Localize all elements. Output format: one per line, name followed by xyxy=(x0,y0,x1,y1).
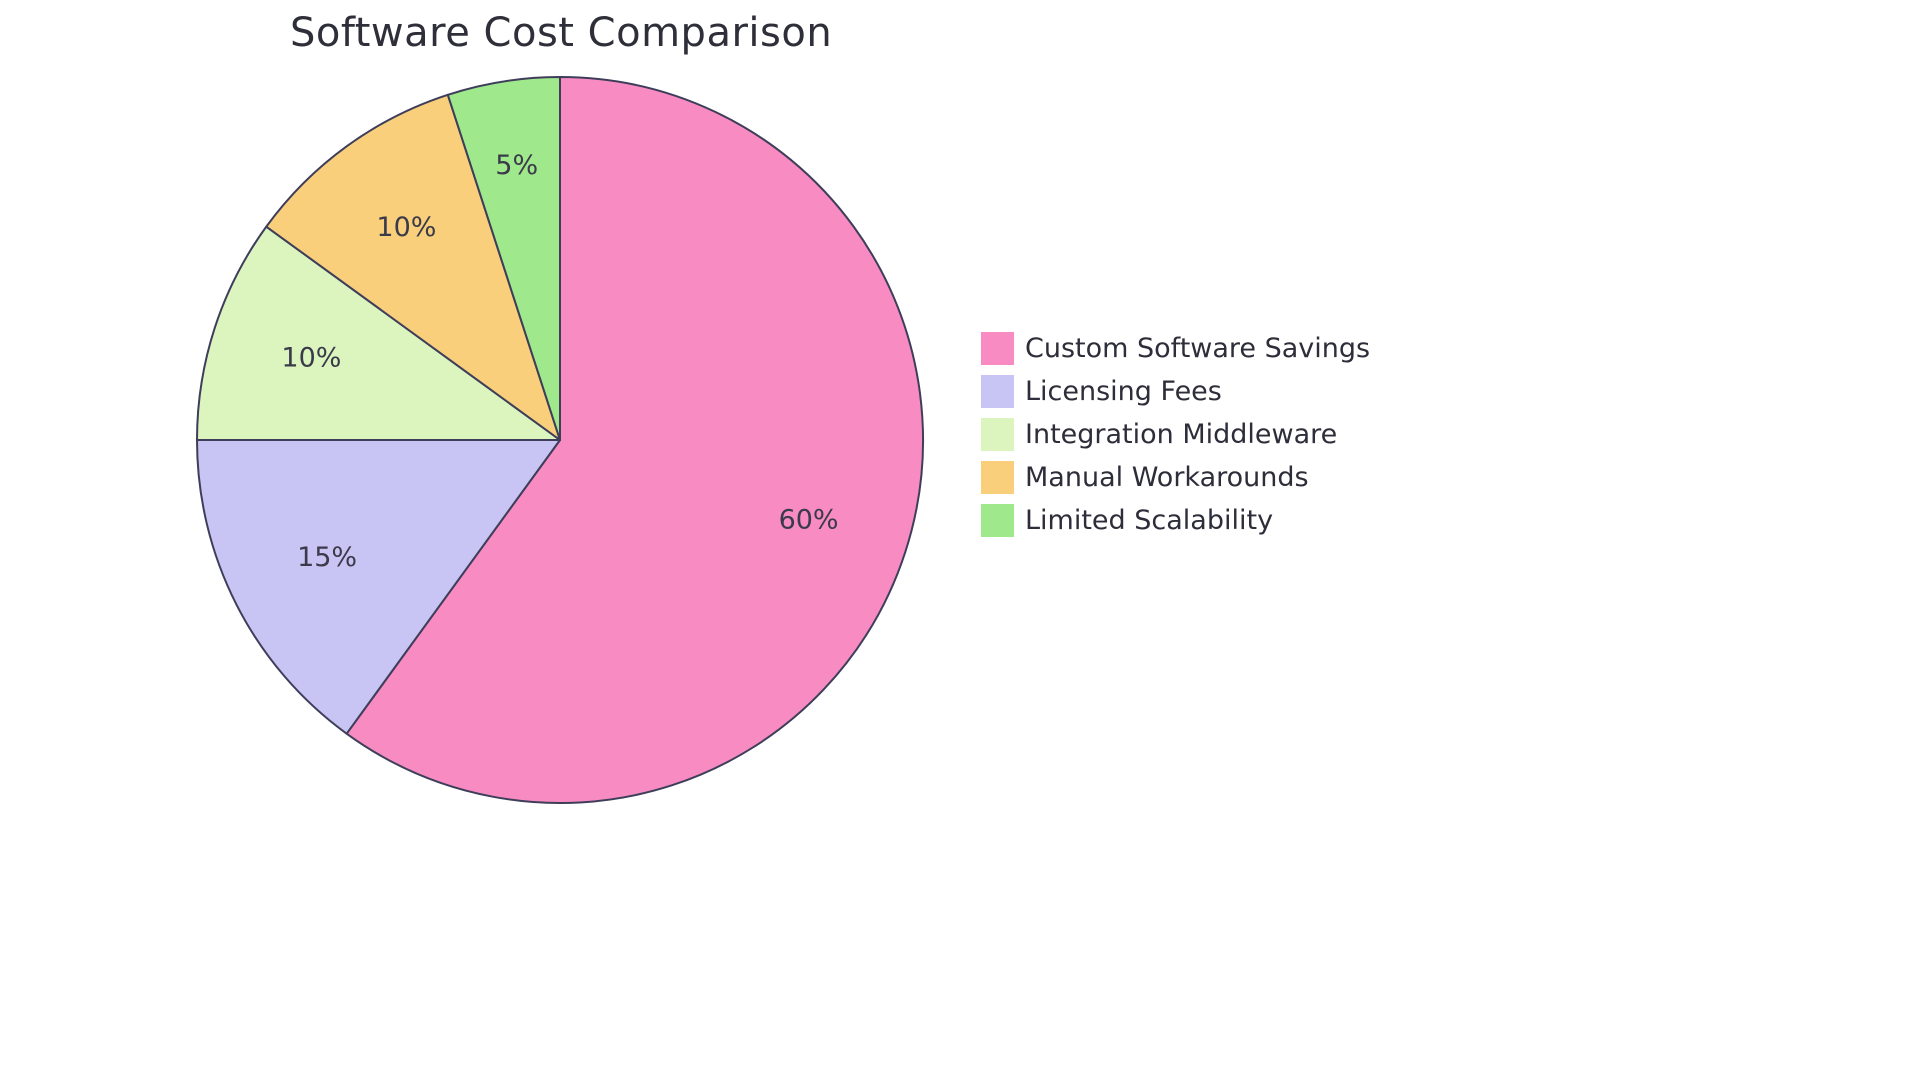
chart-legend: Custom Software Savings Licensing Fees Int… xyxy=(981,332,1370,537)
legend-swatch xyxy=(981,375,1014,408)
legend-label: Limited Scalability xyxy=(1025,505,1274,536)
legend-swatch xyxy=(981,461,1014,494)
legend-swatch xyxy=(981,332,1014,365)
pie-slice-label-2: 15% xyxy=(297,542,357,573)
pie-slice-label-1: 60% xyxy=(779,504,839,535)
legend-item: Integration Middleware xyxy=(981,418,1370,451)
pie-slice-1 xyxy=(345,76,924,804)
legend-item: Limited Scalability xyxy=(981,504,1370,537)
legend-label: Integration Middleware xyxy=(1025,419,1338,450)
pie-slice-5 xyxy=(446,76,561,441)
legend-item: Custom Software Savings xyxy=(981,332,1370,365)
legend-swatch xyxy=(981,504,1014,537)
legend-item: Licensing Fees xyxy=(981,375,1370,408)
legend-item: Manual Workarounds xyxy=(981,461,1370,494)
legend-label: Manual Workarounds xyxy=(1025,462,1309,493)
pie-slice-label-4: 10% xyxy=(376,212,436,243)
pie-slice-3 xyxy=(196,225,561,441)
pie-slice-label-3: 10% xyxy=(281,343,341,374)
legend-label: Custom Software Savings xyxy=(1025,333,1371,364)
legend-label: Licensing Fees xyxy=(1025,376,1222,407)
pie-slice-label-5: 5% xyxy=(495,150,538,181)
pie-slice-2 xyxy=(196,439,561,735)
legend-swatch xyxy=(981,418,1014,451)
pie-slice-4 xyxy=(265,93,561,441)
chart-title: Software Cost Comparison xyxy=(290,10,833,56)
